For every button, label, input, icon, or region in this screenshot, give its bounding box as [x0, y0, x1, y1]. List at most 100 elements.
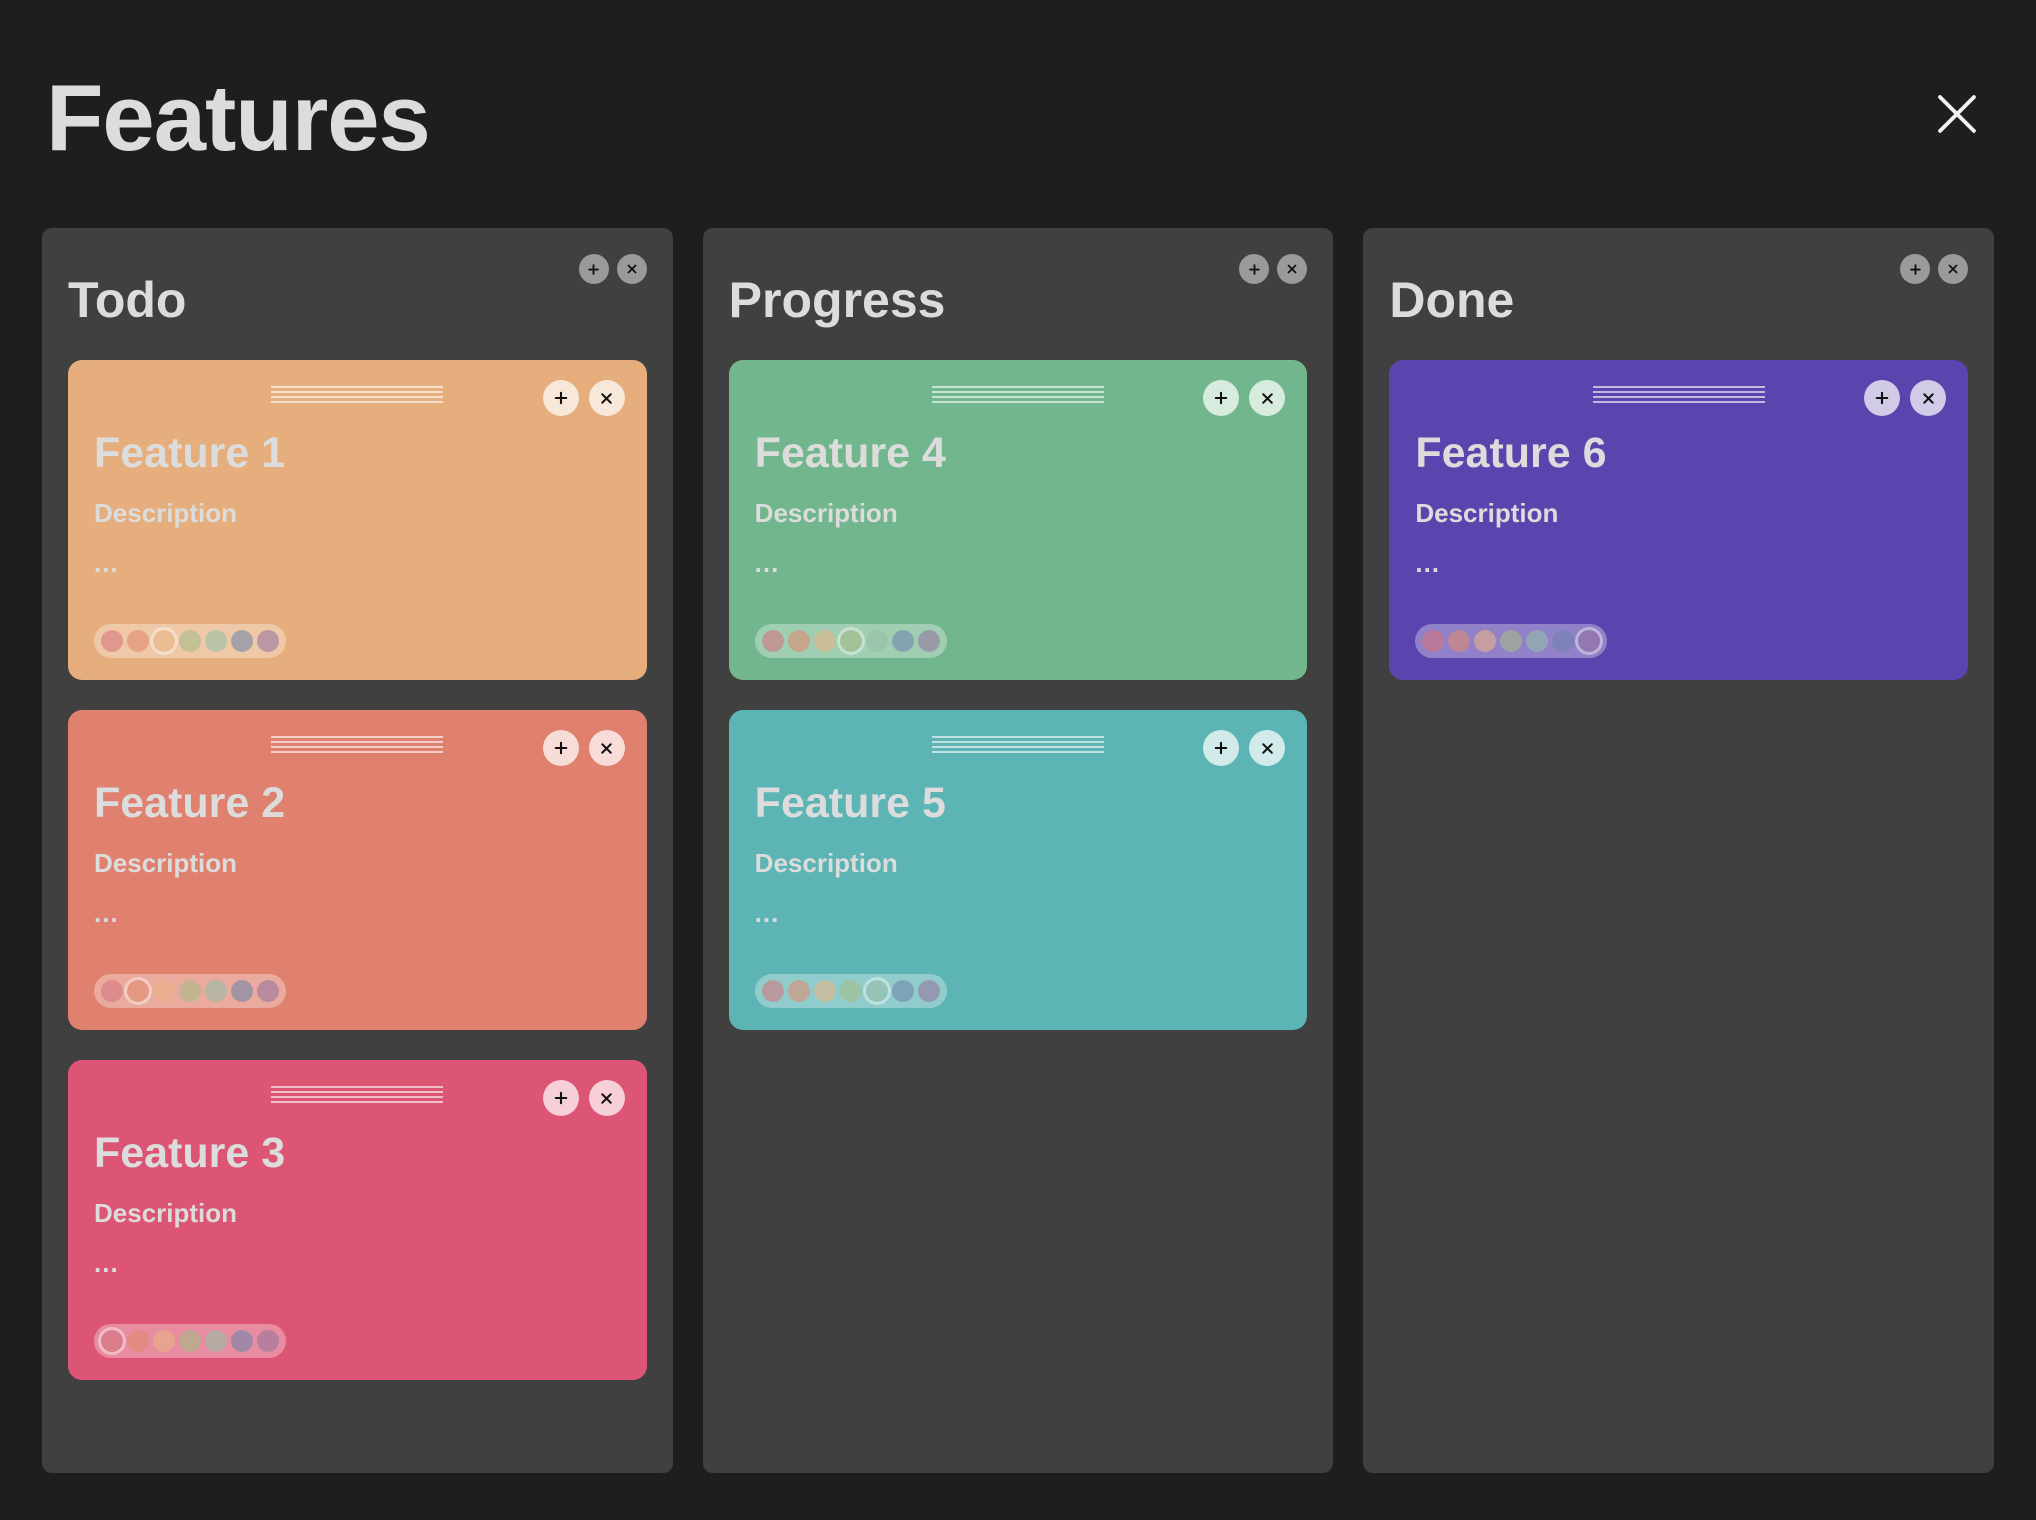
color-swatch[interactable] [257, 980, 279, 1002]
card-actions [542, 380, 625, 416]
color-swatch[interactable] [917, 630, 940, 652]
color-swatch[interactable] [231, 630, 253, 652]
color-swatch[interactable] [839, 980, 862, 1002]
color-swatch[interactable] [153, 630, 175, 652]
color-swatch[interactable] [891, 980, 914, 1002]
column-header: Todo [68, 248, 647, 360]
color-swatch[interactable] [205, 1330, 227, 1352]
color-swatch[interactable] [839, 630, 862, 652]
plus-icon[interactable] [1900, 254, 1931, 284]
card-actions [1203, 380, 1286, 416]
card-ellipsis: ... [94, 548, 119, 578]
plus-icon[interactable] [542, 730, 579, 766]
card-actions [542, 730, 625, 766]
color-swatch[interactable] [179, 980, 201, 1002]
color-swatch[interactable] [917, 980, 940, 1002]
card-description: Description [94, 1198, 238, 1228]
color-swatch[interactable] [127, 1330, 149, 1352]
color-swatch[interactable] [153, 980, 175, 1002]
column-todo: Todo Feature 1 Description... Feature 2 Desc… [42, 228, 673, 1473]
column-progress: Progress Feature 4 Description... Feature 5… [702, 228, 1334, 1473]
plus-icon[interactable] [1864, 380, 1901, 416]
color-swatch[interactable] [101, 1330, 123, 1352]
feature-card[interactable]: Feature 4 Description... [728, 360, 1308, 680]
feature-card[interactable]: Feature 3 Description... [68, 1060, 647, 1380]
color-swatch[interactable] [1500, 630, 1523, 652]
card-title: Feature 2 [94, 779, 286, 827]
color-swatch[interactable] [1526, 630, 1549, 652]
drag-handle-icon[interactable] [271, 736, 444, 753]
color-swatch[interactable] [127, 630, 149, 652]
close-icon[interactable] [1249, 730, 1286, 766]
feature-card[interactable]: Feature 1 Description... [68, 360, 647, 680]
drag-handle-icon[interactable] [932, 386, 1104, 403]
color-swatch[interactable] [1552, 630, 1575, 652]
color-swatch[interactable] [813, 630, 836, 652]
color-swatch[interactable] [1422, 630, 1445, 652]
plus-icon[interactable] [1203, 730, 1240, 766]
drag-handle-icon[interactable] [271, 386, 444, 403]
color-swatch[interactable] [1474, 630, 1497, 652]
color-swatch[interactable] [1448, 630, 1471, 652]
card-title: Feature 5 [754, 779, 946, 827]
color-swatch[interactable] [205, 630, 227, 652]
color-swatch[interactable] [153, 1330, 175, 1352]
color-swatch[interactable] [761, 980, 784, 1002]
card-list: Feature 1 Description... Feature 2 Descript… [68, 360, 647, 1447]
feature-card[interactable]: Feature 5 Description... [728, 710, 1308, 1030]
plus-icon[interactable] [542, 380, 579, 416]
color-swatch[interactable] [761, 630, 784, 652]
column-title: Done [1389, 272, 1515, 328]
color-swatch[interactable] [257, 1330, 279, 1352]
color-swatch[interactable] [101, 980, 123, 1002]
color-swatch[interactable] [205, 980, 227, 1002]
color-swatch[interactable] [787, 630, 810, 652]
close-icon[interactable] [588, 1080, 625, 1116]
card-ellipsis: ... [1415, 548, 1441, 578]
card-actions [542, 1080, 625, 1116]
column-actions [1900, 254, 1969, 284]
card-description: Description [754, 848, 898, 878]
plus-icon[interactable] [578, 254, 609, 284]
column-header: Done [1389, 248, 1969, 360]
card-ellipsis: ... [754, 548, 780, 578]
plus-icon[interactable] [1239, 254, 1270, 284]
color-swatch[interactable] [231, 1330, 253, 1352]
close-icon[interactable] [588, 730, 625, 766]
close-icon[interactable] [1249, 380, 1286, 416]
column-title: Progress [728, 272, 946, 328]
color-swatch[interactable] [865, 630, 888, 652]
close-icon[interactable] [1928, 85, 1986, 143]
plus-icon[interactable] [542, 1080, 579, 1116]
color-swatch[interactable] [257, 630, 279, 652]
drag-handle-icon[interactable] [271, 1086, 444, 1103]
feature-card[interactable]: Feature 2 Description... [68, 710, 647, 1030]
color-swatch[interactable] [813, 980, 836, 1002]
close-icon[interactable] [1910, 380, 1947, 416]
color-swatch[interactable] [865, 980, 888, 1002]
color-palette [94, 974, 286, 1008]
close-icon[interactable] [1277, 254, 1308, 284]
card-ellipsis: ... [94, 1248, 119, 1278]
color-swatch[interactable] [1578, 630, 1601, 652]
color-swatch[interactable] [787, 980, 810, 1002]
column-done: Done Feature 6 Description... [1363, 228, 1995, 1473]
card-list: Feature 6 Description... [1389, 360, 1969, 1447]
color-swatch[interactable] [231, 980, 253, 1002]
color-swatch[interactable] [101, 630, 123, 652]
card-title: Feature 4 [754, 429, 946, 477]
color-swatch[interactable] [891, 630, 914, 652]
close-icon[interactable] [616, 254, 647, 284]
close-icon[interactable] [588, 380, 625, 416]
plus-icon[interactable] [1203, 380, 1240, 416]
color-swatch[interactable] [127, 980, 149, 1002]
drag-handle-icon[interactable] [932, 736, 1104, 753]
app-header: Features [0, 0, 2036, 228]
drag-handle-icon[interactable] [1592, 386, 1765, 403]
color-swatch[interactable] [179, 1330, 201, 1352]
feature-card[interactable]: Feature 6 Description... [1389, 360, 1969, 680]
color-swatch[interactable] [179, 630, 201, 652]
close-icon[interactable] [1938, 254, 1969, 284]
kanban-board: Todo Feature 1 Description... Feature 2 Desc… [0, 228, 2036, 1478]
card-actions [1203, 730, 1286, 766]
